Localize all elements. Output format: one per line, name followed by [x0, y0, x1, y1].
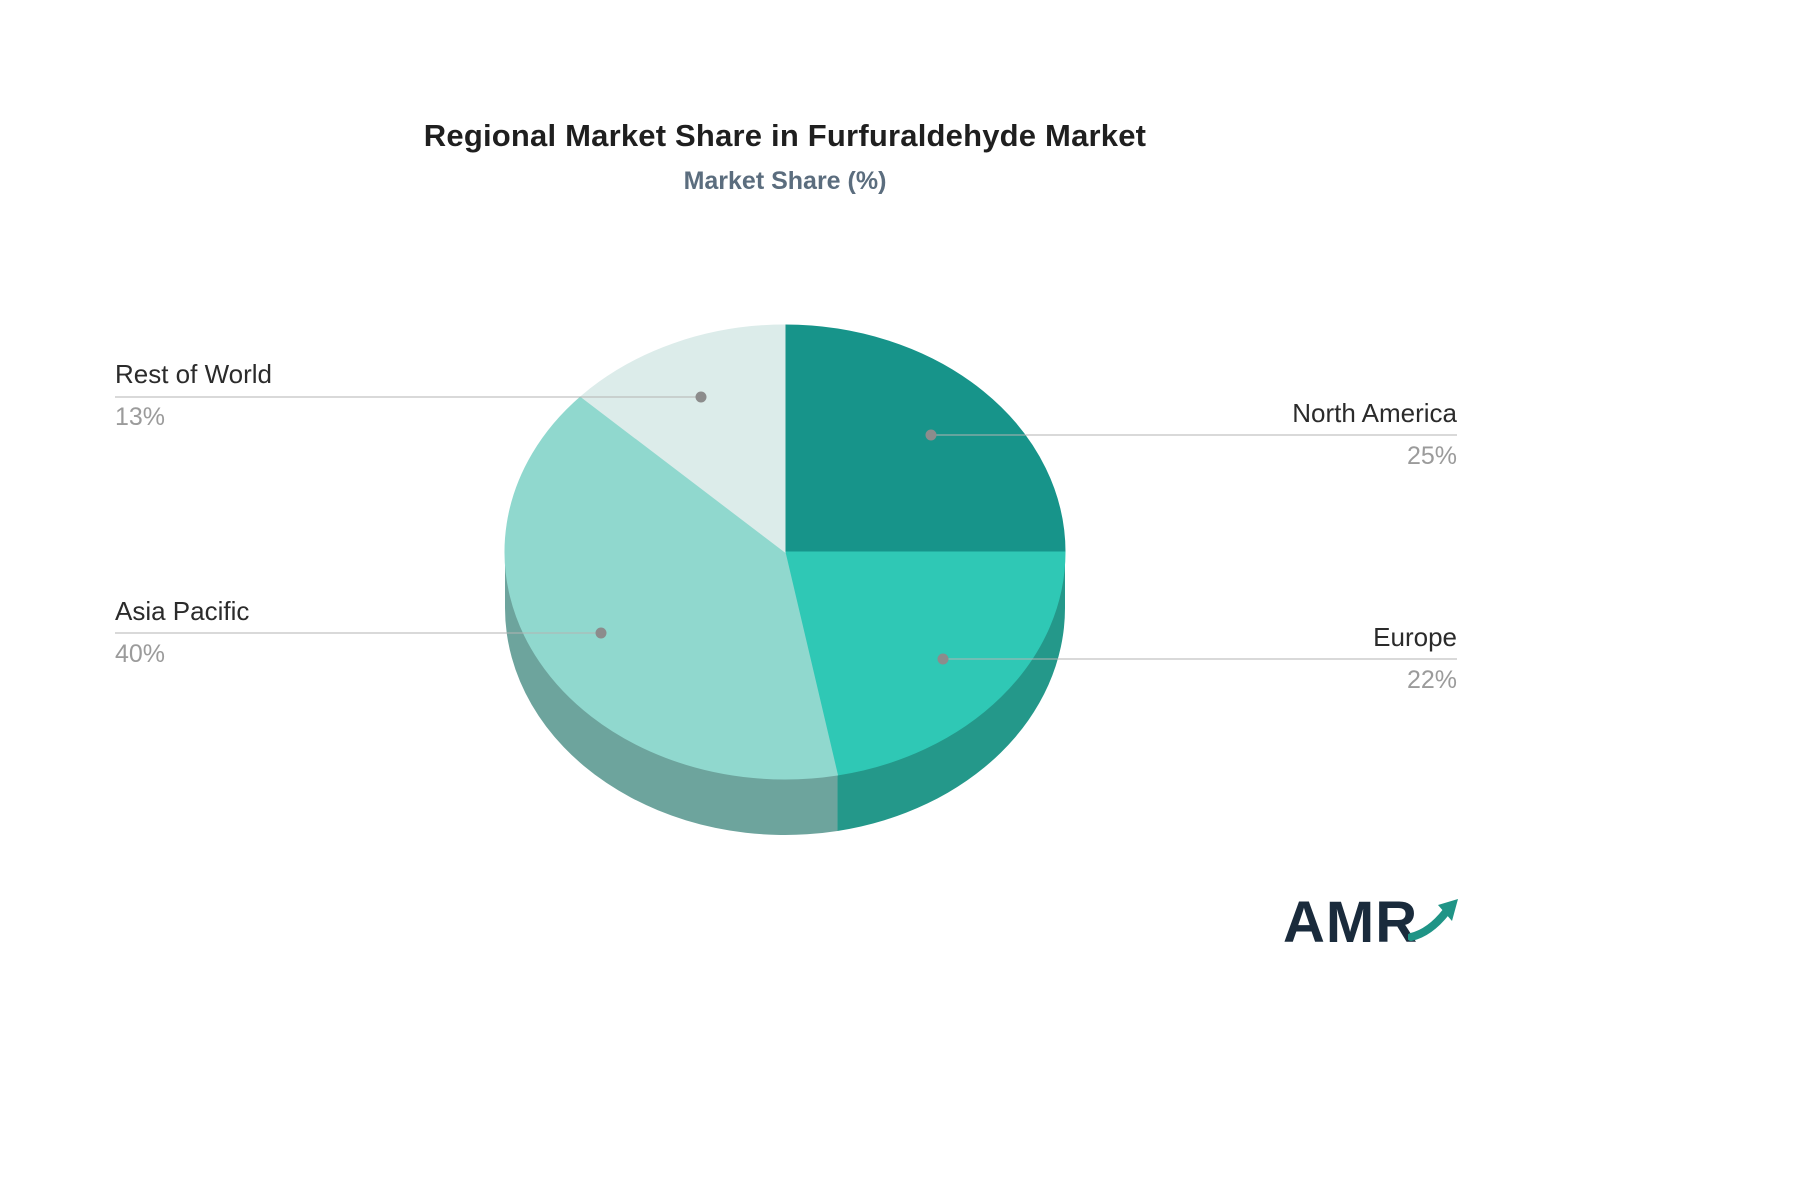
- pie-slice-europe: [784, 551, 1066, 776]
- label-north-america: North America 25%: [1292, 397, 1457, 471]
- label-rest-of-world-value: 13%: [115, 403, 166, 431]
- chart-subtitle: Market Share (%): [683, 167, 887, 195]
- pie-slice-north-america: [784, 324, 1066, 553]
- leader-dot-asia-pacific: [595, 627, 607, 639]
- label-europe-name: Europe: [1373, 622, 1457, 652]
- pie-slice-side-asia-pacific: [505, 552, 838, 835]
- label-rest-of-world-name: Rest of World: [115, 359, 273, 389]
- label-asia-pacific-name: Asia Pacific: [115, 596, 250, 626]
- trend-arrow-icon: [1408, 899, 1459, 941]
- pie-slice-rest-of-world: [580, 324, 786, 554]
- label-north-america-value: 25%: [1406, 442, 1457, 470]
- leader-dot-north-america: [925, 429, 937, 441]
- pie-slice-asia-pacific: [504, 395, 839, 780]
- label-asia-pacific: Asia Pacific 40%: [115, 595, 249, 669]
- leader-dot-rest-of-world: [695, 391, 707, 403]
- label-rest-of-world: Rest of World 13%: [115, 358, 272, 432]
- label-europe-value: 22%: [1406, 666, 1457, 694]
- label-asia-pacific-value: 40%: [115, 640, 166, 668]
- amr-logo: AMR: [1283, 893, 1460, 953]
- leader-dot-europe: [937, 653, 949, 665]
- amr-logo-text: AMR: [1283, 890, 1419, 955]
- label-north-america-name: North America: [1292, 398, 1457, 428]
- label-europe: Europe 22%: [1373, 621, 1457, 695]
- chart-title: Regional Market Share in Furfuraldehyde …: [423, 118, 1147, 153]
